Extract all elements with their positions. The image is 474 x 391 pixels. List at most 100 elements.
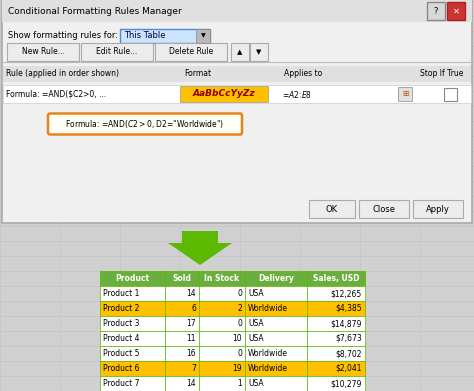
Text: USA: USA: [248, 334, 264, 343]
FancyBboxPatch shape: [245, 286, 307, 301]
FancyBboxPatch shape: [3, 66, 471, 82]
FancyBboxPatch shape: [309, 200, 355, 218]
Text: In Stock: In Stock: [204, 274, 239, 283]
FancyBboxPatch shape: [250, 43, 268, 61]
Text: Edit Rule...: Edit Rule...: [96, 47, 137, 57]
Text: This Table: This Table: [124, 32, 165, 41]
FancyBboxPatch shape: [427, 2, 445, 20]
FancyBboxPatch shape: [245, 316, 307, 331]
FancyBboxPatch shape: [180, 86, 268, 102]
Text: $7,673: $7,673: [335, 334, 362, 343]
Text: ▼: ▼: [201, 34, 205, 38]
FancyBboxPatch shape: [199, 286, 245, 301]
FancyBboxPatch shape: [245, 301, 307, 316]
Text: Conditional Formatting Rules Manager: Conditional Formatting Rules Manager: [8, 7, 182, 16]
FancyBboxPatch shape: [100, 286, 165, 301]
Text: $12,265: $12,265: [331, 289, 362, 298]
Text: 6: 6: [191, 304, 196, 313]
Text: $2,041: $2,041: [336, 364, 362, 373]
Text: Applies to: Applies to: [284, 70, 322, 79]
FancyBboxPatch shape: [245, 331, 307, 346]
Text: ?: ?: [434, 7, 438, 16]
FancyBboxPatch shape: [447, 2, 465, 20]
Text: Delivery: Delivery: [258, 274, 294, 283]
FancyBboxPatch shape: [2, 0, 472, 22]
FancyBboxPatch shape: [444, 88, 457, 101]
FancyBboxPatch shape: [307, 361, 365, 376]
Text: USA: USA: [248, 319, 264, 328]
Text: 19: 19: [232, 364, 242, 373]
Text: Show formatting rules for:: Show formatting rules for:: [8, 32, 118, 41]
Text: Sales, USD: Sales, USD: [313, 274, 359, 283]
Text: $4,385: $4,385: [336, 304, 362, 313]
Text: 1: 1: [237, 379, 242, 388]
Text: ⊞: ⊞: [402, 90, 408, 99]
Text: Worldwide: Worldwide: [248, 364, 288, 373]
FancyBboxPatch shape: [3, 85, 471, 103]
FancyBboxPatch shape: [165, 376, 199, 391]
FancyBboxPatch shape: [199, 316, 245, 331]
FancyBboxPatch shape: [199, 331, 245, 346]
Text: 0: 0: [237, 289, 242, 298]
FancyBboxPatch shape: [245, 271, 307, 286]
Text: 0: 0: [237, 319, 242, 328]
FancyBboxPatch shape: [165, 286, 199, 301]
FancyBboxPatch shape: [307, 286, 365, 301]
Text: New Rule...: New Rule...: [21, 47, 64, 57]
FancyBboxPatch shape: [81, 43, 153, 61]
Text: Product 3: Product 3: [103, 319, 139, 328]
Text: Rule (applied in order shown): Rule (applied in order shown): [6, 70, 119, 79]
Text: Worldwide: Worldwide: [248, 304, 288, 313]
Text: 14: 14: [186, 289, 196, 298]
FancyBboxPatch shape: [2, 0, 472, 223]
Text: =$A$2:$E$8: =$A$2:$E$8: [282, 88, 312, 99]
Text: ▼: ▼: [256, 49, 262, 55]
Text: Product 5: Product 5: [103, 349, 139, 358]
Text: Apply: Apply: [426, 204, 450, 213]
FancyBboxPatch shape: [199, 346, 245, 361]
Text: 0: 0: [237, 349, 242, 358]
FancyBboxPatch shape: [413, 200, 463, 218]
Text: Product 2: Product 2: [103, 304, 139, 313]
Text: Product 6: Product 6: [103, 364, 139, 373]
FancyBboxPatch shape: [48, 113, 242, 135]
FancyBboxPatch shape: [100, 361, 165, 376]
FancyBboxPatch shape: [165, 301, 199, 316]
Text: Sold: Sold: [173, 274, 191, 283]
FancyBboxPatch shape: [100, 316, 165, 331]
Text: Product 1: Product 1: [103, 289, 139, 298]
Text: AaBbCcYyZz: AaBbCcYyZz: [193, 90, 255, 99]
Text: Product: Product: [116, 274, 150, 283]
Text: Close: Close: [373, 204, 395, 213]
Text: 2: 2: [237, 304, 242, 313]
Text: 11: 11: [186, 334, 196, 343]
FancyBboxPatch shape: [245, 361, 307, 376]
FancyBboxPatch shape: [199, 271, 245, 286]
Text: Product 4: Product 4: [103, 334, 139, 343]
Text: Formula: =AND($C2>0, ...: Formula: =AND($C2>0, ...: [6, 90, 106, 99]
Text: Format: Format: [184, 70, 211, 79]
Text: $8,702: $8,702: [336, 349, 362, 358]
FancyBboxPatch shape: [196, 29, 210, 43]
Text: $14,879: $14,879: [331, 319, 362, 328]
FancyBboxPatch shape: [199, 361, 245, 376]
FancyBboxPatch shape: [245, 346, 307, 361]
Text: Product 7: Product 7: [103, 379, 139, 388]
FancyBboxPatch shape: [7, 43, 79, 61]
FancyBboxPatch shape: [199, 301, 245, 316]
FancyBboxPatch shape: [100, 376, 165, 391]
Text: USA: USA: [248, 289, 264, 298]
Text: Formula: =AND($C2>0, $D2="Worldwide"): Formula: =AND($C2>0, $D2="Worldwide"): [65, 118, 225, 130]
Text: ▲: ▲: [237, 49, 243, 55]
Polygon shape: [168, 231, 232, 265]
FancyBboxPatch shape: [231, 43, 249, 61]
FancyBboxPatch shape: [165, 316, 199, 331]
FancyBboxPatch shape: [307, 331, 365, 346]
FancyBboxPatch shape: [100, 331, 165, 346]
FancyBboxPatch shape: [120, 29, 210, 43]
FancyBboxPatch shape: [245, 376, 307, 391]
FancyBboxPatch shape: [307, 376, 365, 391]
FancyBboxPatch shape: [165, 271, 199, 286]
FancyBboxPatch shape: [307, 316, 365, 331]
Text: USA: USA: [248, 379, 264, 388]
